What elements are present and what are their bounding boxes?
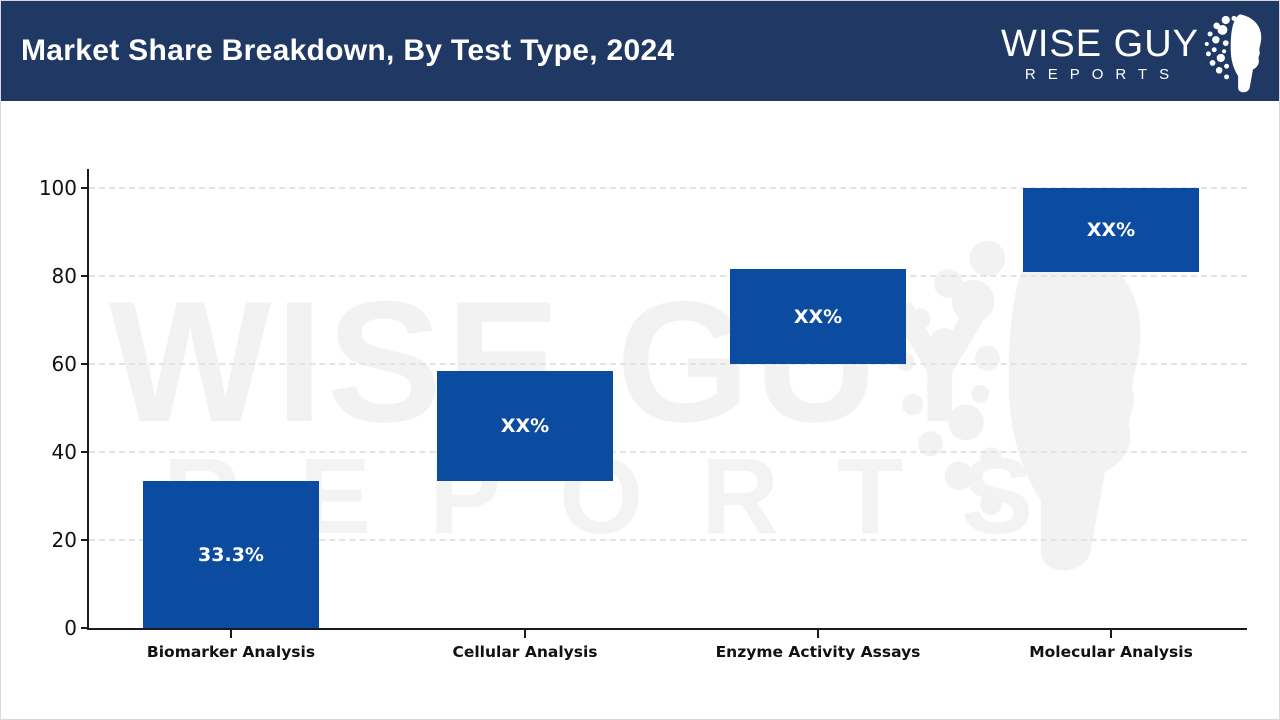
x-axis-tick xyxy=(524,630,526,638)
brand-logo: WISE GUY REPORTS xyxy=(1001,9,1267,97)
bar-segment: 33.3% xyxy=(143,481,319,628)
category-label: Enzyme Activity Assays xyxy=(715,643,921,661)
y-axis-tick xyxy=(81,275,89,277)
brand-logo-text: WISE GUY REPORTS xyxy=(1001,24,1199,83)
bar-segment: XX% xyxy=(730,269,906,364)
y-axis-tick xyxy=(81,451,89,453)
y-axis-tick xyxy=(81,539,89,541)
y-axis-tick-label: 40 xyxy=(51,440,77,464)
y-gridline xyxy=(89,275,1247,277)
face-profile-dots-icon xyxy=(1204,14,1262,93)
bar-value-label: XX% xyxy=(1086,218,1136,241)
brand-subname: REPORTS xyxy=(1024,65,1182,83)
y-axis-line xyxy=(87,169,89,630)
x-axis-tick xyxy=(1110,630,1112,638)
x-axis-tick xyxy=(817,630,819,638)
y-gridline xyxy=(89,187,1247,189)
y-axis-tick-label: 20 xyxy=(51,528,77,552)
y-axis-tick xyxy=(81,363,89,365)
y-axis-tick-label: 100 xyxy=(38,176,77,200)
y-axis-tick xyxy=(81,187,89,189)
bar-segment: XX% xyxy=(437,370,613,482)
category-label: Cellular Analysis xyxy=(452,643,598,661)
category-label: Biomarker Analysis xyxy=(146,643,316,661)
y-axis-tick-label: 80 xyxy=(51,264,77,288)
category-label: Molecular Analysis xyxy=(1029,643,1193,661)
header-bar: Market Share Breakdown, By Test Type, 20… xyxy=(1,1,1279,101)
y-gridline xyxy=(89,451,1247,453)
brand-name: WISE GUY xyxy=(1000,22,1199,65)
bar-value-label: 33.3% xyxy=(198,543,264,566)
x-axis-tick xyxy=(230,630,232,638)
page-title: Market Share Breakdown, By Test Type, 20… xyxy=(21,34,675,67)
bar-segment: XX% xyxy=(1023,188,1199,272)
y-gridline xyxy=(89,363,1247,365)
bar-value-label: XX% xyxy=(793,305,843,328)
bar-chart-plot-area: 0 20 40 60 80 100 33.3% Biomarker Analysis XX% Ce… xyxy=(1,101,1279,719)
y-axis-tick-label: 60 xyxy=(51,352,77,376)
bar-value-label: XX% xyxy=(500,415,550,438)
y-axis-tick-label: 0 xyxy=(64,616,77,640)
y-axis-tick xyxy=(81,627,89,629)
y-gridline xyxy=(89,539,1247,541)
x-axis-line xyxy=(87,628,1247,630)
